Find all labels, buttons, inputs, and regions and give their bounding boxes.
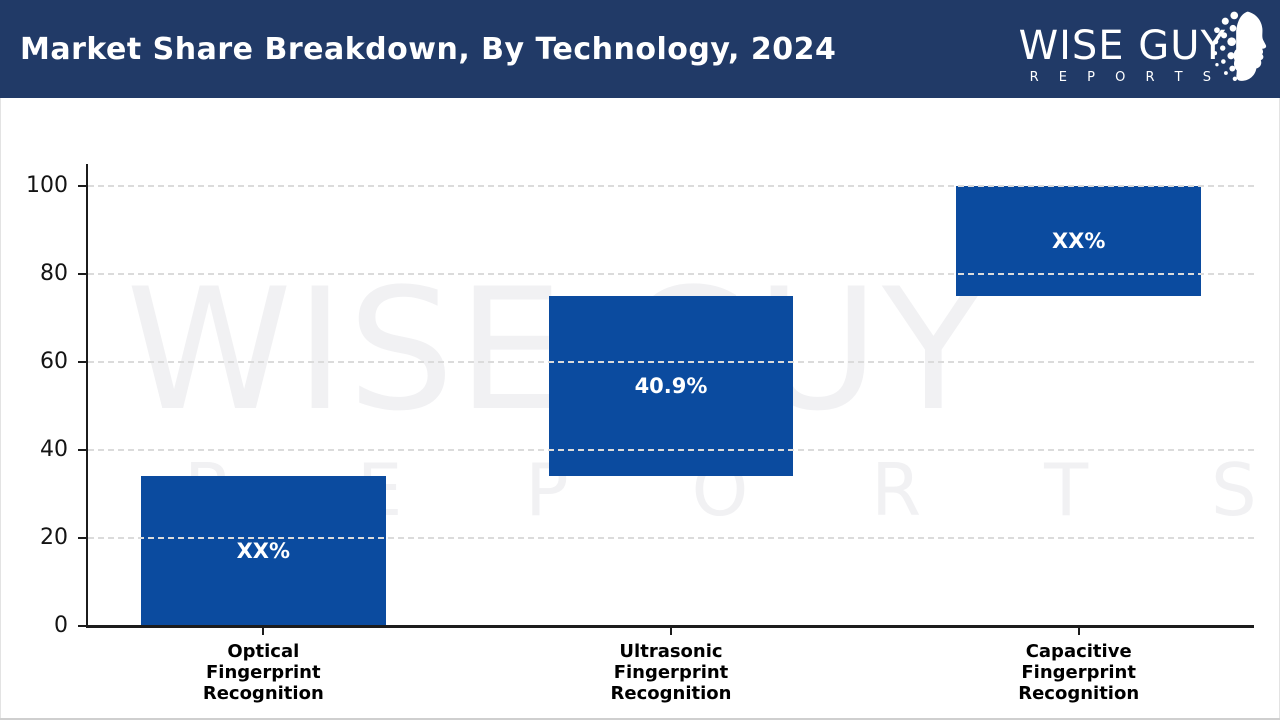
y-tick-mark [78,273,86,275]
grid-line [88,449,1254,451]
logo-face-icon [1212,11,1267,81]
bar-value-label: XX% [1051,229,1106,253]
y-axis-line [86,164,88,626]
plot-area: 0 20 40 60 80 100 XX% Optical Fingerprint Recog… [26,164,1254,704]
x-category-label: Ultrasonic Fingerprint Recognition [610,641,732,704]
grid-line [88,185,1254,187]
y-tick-label: 80 [40,261,68,286]
y-tick-label: 40 [40,437,68,462]
wiseguy-logo: WISE GUY R E P O R T S [1019,4,1272,96]
bar-value-label: 40.9% [634,373,708,398]
bar-value-label: XX% [236,538,291,563]
y-tick-mark [78,361,86,363]
header-bar: Market Share Breakdown, By Technology, 2… [0,0,1280,98]
bar [956,186,1201,296]
x-category-label: Optical Fingerprint Recognition [202,641,324,704]
grid-line [88,361,1254,363]
bar [548,296,794,476]
y-tick-mark [78,449,86,451]
x-tick-mark [670,626,672,635]
page-title: Market Share Breakdown, By Technology, 2… [20,31,837,67]
logo-wordmark-main: WISE GUY [1018,23,1226,69]
grid-line [88,537,1254,539]
x-tick-mark [262,626,265,635]
y-tick-mark [78,185,86,187]
y-tick-mark [78,625,86,627]
y-tick-label: 60 [40,349,68,374]
logo-wordmark: WISE GUY R E P O R T S [1019,26,1226,85]
x-category-label: Capacitive Fingerprint Recognition [1018,641,1140,704]
x-tick-mark [1077,626,1080,635]
y-tick-mark [78,537,86,539]
logo-wordmark-sub: R E P O R T S [1029,70,1219,85]
y-tick-label: 0 [54,613,68,638]
bar [141,475,386,626]
watermark-face-icon [1273,230,1280,560]
x-axis-line [86,625,1254,628]
y-tick-label: 20 [40,525,68,550]
grid-line [88,273,1254,275]
y-tick-label: 100 [26,173,68,198]
